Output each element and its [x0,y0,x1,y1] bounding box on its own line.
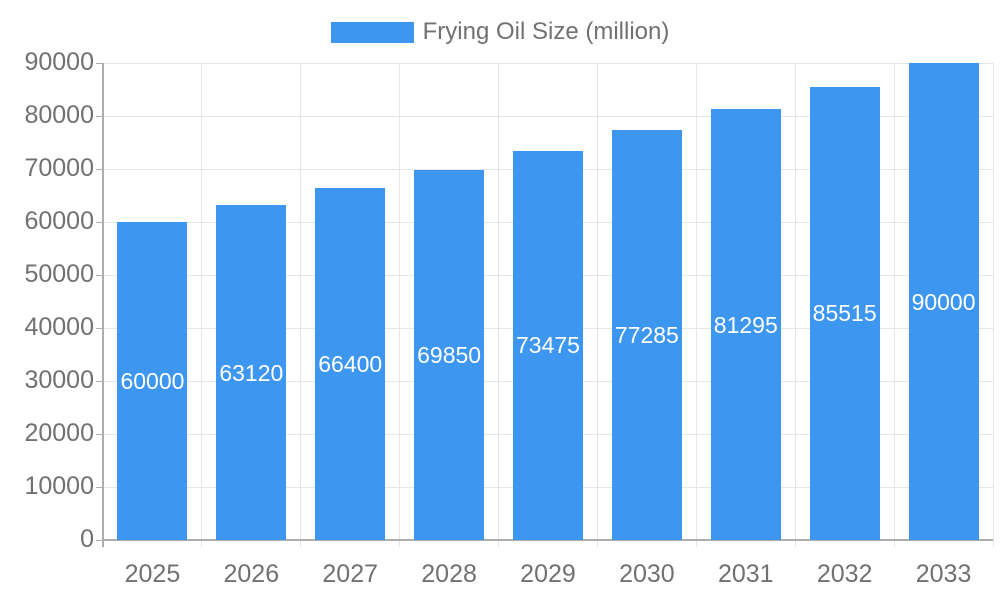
y-axis-tick [96,221,103,223]
x-axis-tick [201,540,203,547]
y-axis-tick-label: 40000 [24,313,94,341]
bar[interactable] [611,130,682,540]
bar[interactable] [513,150,583,540]
x-axis-tick [992,540,994,547]
x-axis-tick [893,540,895,547]
x-axis-tick-label: 2025 [124,560,181,588]
x-axis-tick [498,540,500,547]
bar[interactable] [710,109,781,540]
x-axis-line [103,539,993,541]
bar[interactable] [414,169,485,540]
bar-value-label: 66400 [318,351,383,378]
bar-value-label: 69850 [417,341,482,368]
y-axis-tick-label: 60000 [24,207,94,235]
y-axis-tick-label: 80000 [24,101,94,129]
v-gridline [794,63,796,540]
v-gridline [992,63,994,540]
y-axis-tick-label: 30000 [24,366,94,394]
y-axis-tick [96,433,103,435]
y-axis-tick-label: 70000 [24,154,94,182]
y-axis-tick [96,62,103,64]
y-axis-tick-label: 90000 [24,48,94,76]
x-axis-tick [300,540,302,547]
x-axis-tick-label: 2031 [717,560,774,588]
bar-value-label: 73475 [516,332,580,359]
y-axis-tick [96,327,103,329]
x-axis-tick [794,540,796,547]
bar[interactable] [908,63,979,540]
bar-value-label: 77285 [614,322,679,349]
bar[interactable] [315,188,386,540]
y-axis-line [102,63,104,547]
bar[interactable] [809,86,880,540]
x-axis-tick-label: 2028 [421,560,477,588]
x-axis-tick-label: 2030 [619,560,675,588]
bar-value-label: 85515 [812,300,877,327]
y-axis-tick [96,168,103,170]
v-gridline [498,63,500,540]
x-axis-tick-label: 2032 [816,560,873,588]
v-gridline [300,63,302,540]
bar-value-label: 81295 [713,311,778,338]
legend-swatch-icon [330,21,414,43]
y-axis-tick-label: 50000 [24,260,94,288]
bar-value-label: 90000 [911,288,976,315]
x-axis-tick-label: 2026 [223,560,280,588]
x-axis-tick-label: 2027 [322,560,379,588]
y-axis-tick-label: 10000 [24,472,94,500]
bar[interactable] [216,205,287,540]
v-gridline [695,63,697,540]
y-axis-tick-label: 0 [80,525,94,553]
y-axis-tick [96,539,103,541]
h-gridline [103,115,993,117]
chart-legend[interactable]: Frying Oil Size (million) [0,20,1000,44]
bar-value-label: 60000 [120,368,185,394]
y-axis-tick-label: 20000 [24,419,94,447]
x-axis-tick [596,540,598,547]
v-gridline [596,63,598,540]
x-axis-tick-label: 2029 [520,560,576,588]
v-gridline [893,63,895,540]
y-axis-tick [96,274,103,276]
x-axis-tick-label: 2033 [915,560,972,588]
bar-value-label: 63120 [219,359,284,386]
y-axis-tick [96,380,103,382]
bar[interactable] [117,222,188,540]
y-axis-tick [96,486,103,488]
x-axis-tick [695,540,697,547]
legend-label: Frying Oil Size (million) [422,18,670,45]
y-axis-tick [96,115,103,117]
h-gridline [103,62,993,64]
x-axis-tick [399,540,401,547]
v-gridline [399,63,401,540]
v-gridline [201,63,203,540]
